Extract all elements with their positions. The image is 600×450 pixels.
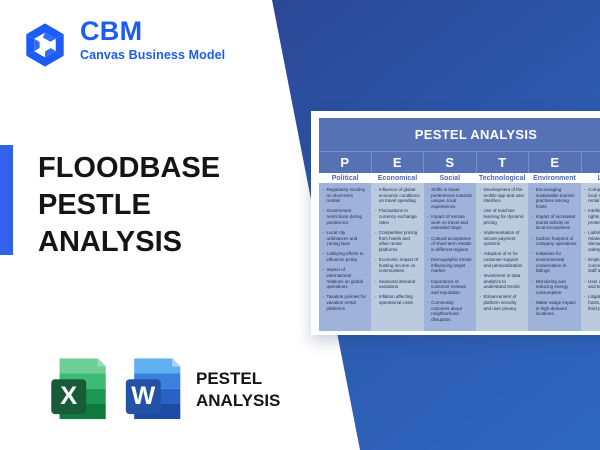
svg-text:W: W [131, 382, 155, 410]
svg-text:X: X [60, 382, 77, 410]
